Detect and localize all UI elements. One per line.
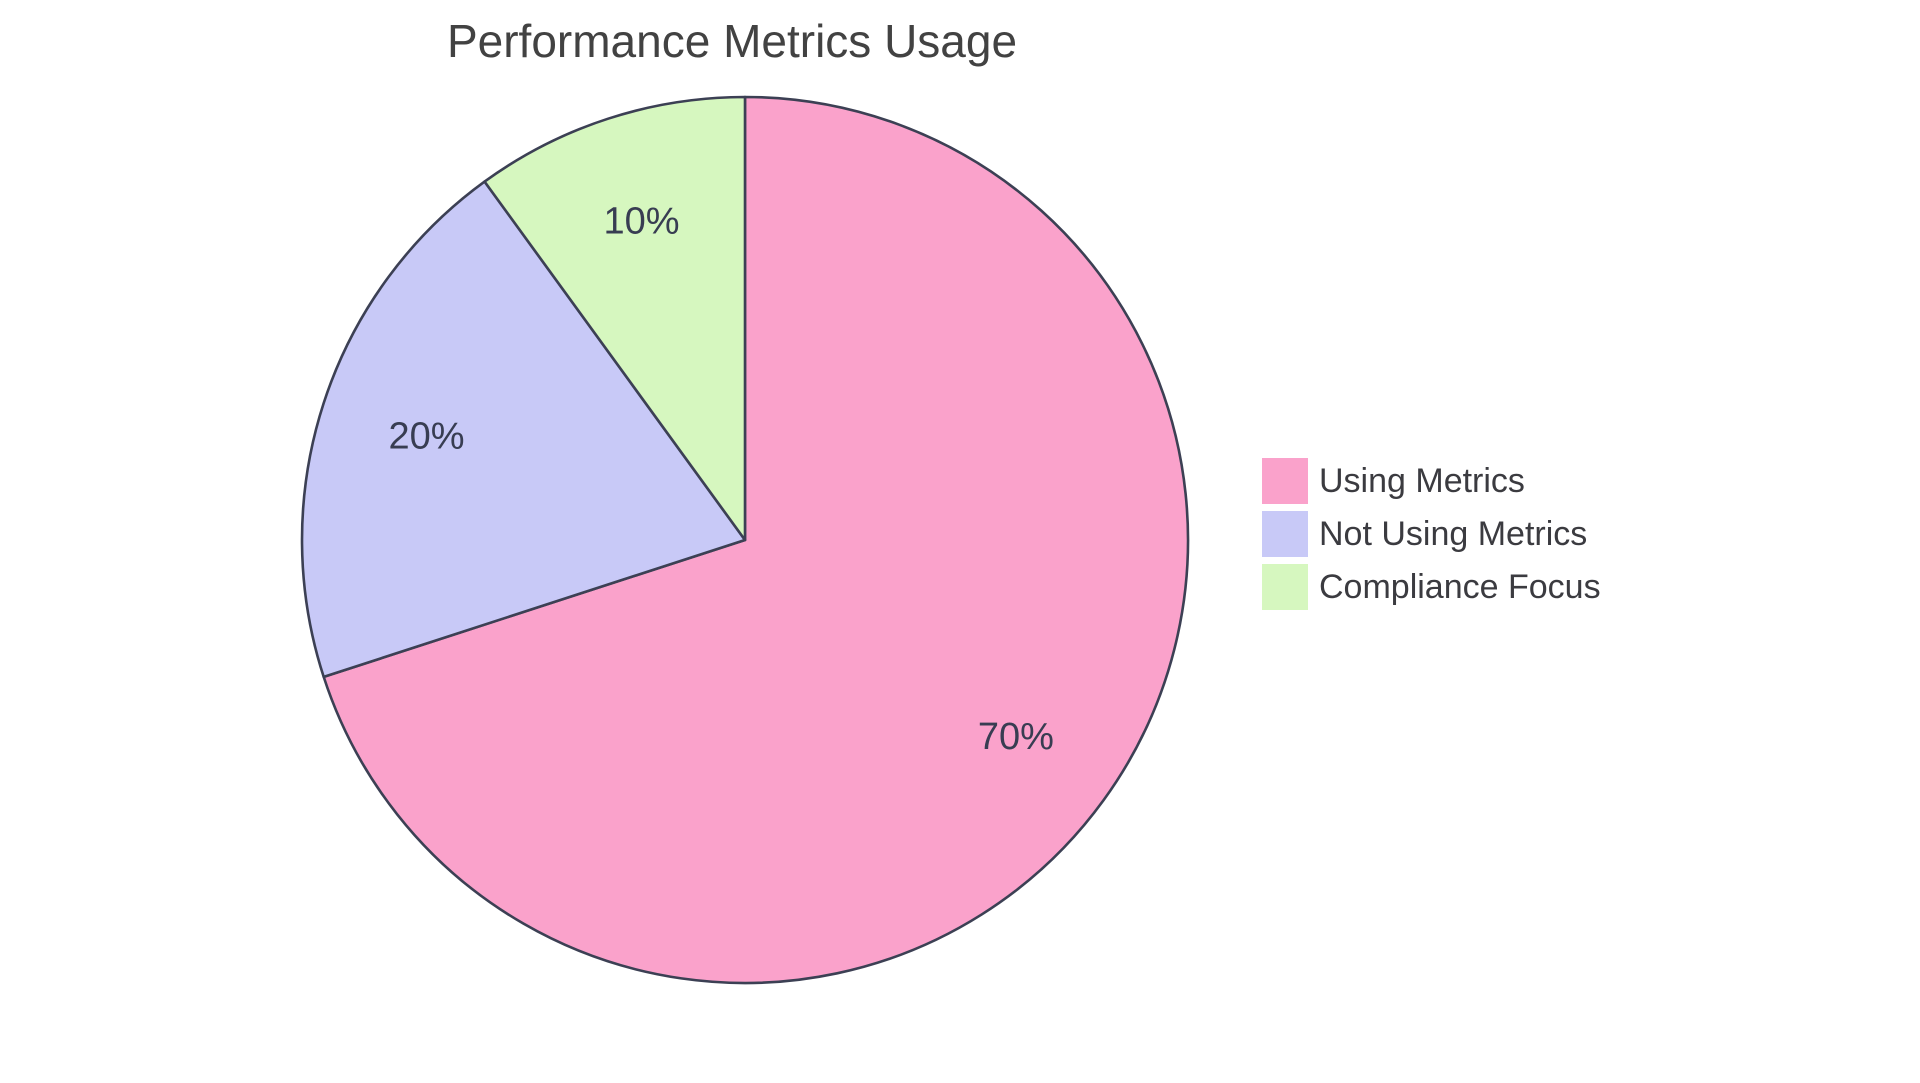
legend-item-not-using-metrics[interactable]: Not Using Metrics	[1262, 511, 1601, 557]
legend-item-using-metrics[interactable]: Using Metrics	[1262, 458, 1601, 504]
chart-title: Performance Metrics Usage	[447, 15, 1017, 67]
legend-swatch-not-using-metrics	[1262, 511, 1308, 557]
legend-swatch-using-metrics	[1262, 458, 1308, 504]
slice-percent-label-not-using-metrics: 20%	[388, 416, 464, 458]
legend-item-compliance-focus[interactable]: Compliance Focus	[1262, 564, 1601, 610]
pie-slice-using-metrics[interactable]	[322, 95, 1190, 985]
pie-slice-not-using-metrics[interactable]	[300, 180, 747, 679]
pie-slice-labels: 70% 20% 10%	[388, 201, 1053, 758]
legend-label-using-metrics: Using Metrics	[1319, 462, 1525, 500]
slice-percent-label-compliance-focus: 10%	[603, 201, 679, 243]
pie-slices	[300, 95, 1190, 985]
legend-label-compliance-focus: Compliance Focus	[1319, 568, 1601, 606]
slice-percent-label-using-metrics: 70%	[978, 716, 1054, 758]
chart-legend: Using Metrics Not Using Metrics Compliance…	[1262, 458, 1601, 610]
legend-swatch-compliance-focus	[1262, 564, 1308, 610]
legend-label-not-using-metrics: Not Using Metrics	[1319, 515, 1588, 553]
pie-slice-compliance-focus[interactable]	[483, 95, 747, 542]
